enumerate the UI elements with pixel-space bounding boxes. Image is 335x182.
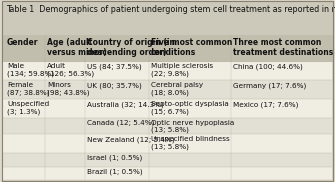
Bar <box>2 35 333 61</box>
Text: Table 1  Demographics of patient undergoing stem cell treatment as reported in n: Table 1 Demographics of patient undergoi… <box>6 5 335 14</box>
Bar <box>3 167 332 180</box>
Text: US (84; 37.5%): US (84; 37.5%) <box>87 63 142 70</box>
Text: Female
(87; 38.8%): Female (87; 38.8%) <box>7 82 50 96</box>
Text: Australia (32; 14.3%): Australia (32; 14.3%) <box>87 101 164 108</box>
Text: Multiple sclerosis
(22; 9.8%): Multiple sclerosis (22; 9.8%) <box>151 63 213 77</box>
Text: Canada (12; 5.4%): Canada (12; 5.4%) <box>87 120 155 126</box>
Text: UK (80; 35.7%): UK (80; 35.7%) <box>87 82 142 89</box>
Text: Israel (1; 0.5%): Israel (1; 0.5%) <box>87 155 143 161</box>
Text: Country of origin (in
descending order): Country of origin (in descending order) <box>87 38 176 57</box>
Text: Three most common
treatment destinations: Three most common treatment destinations <box>233 38 333 57</box>
Text: Minors
(98; 43.8%): Minors (98; 43.8%) <box>47 82 90 96</box>
Text: Age (adult
versus minor): Age (adult versus minor) <box>47 38 107 57</box>
Bar <box>3 153 332 167</box>
Bar <box>3 134 332 153</box>
Text: Five most common
conditions: Five most common conditions <box>151 38 232 57</box>
Text: Germany (17; 7.6%): Germany (17; 7.6%) <box>233 82 307 89</box>
Text: Brazil (1; 0.5%): Brazil (1; 0.5%) <box>87 168 143 175</box>
Text: China (100; 44.6%): China (100; 44.6%) <box>233 63 303 70</box>
Text: Septo-optic dysplasia
(15; 6.7%): Septo-optic dysplasia (15; 6.7%) <box>151 101 229 115</box>
Bar <box>3 61 332 80</box>
Text: Cerebral palsy
(18; 8.0%): Cerebral palsy (18; 8.0%) <box>151 82 203 96</box>
Text: New Zealand (12; 5.4%): New Zealand (12; 5.4%) <box>87 136 175 143</box>
Text: Mexico (17; 7.6%): Mexico (17; 7.6%) <box>233 101 298 108</box>
Bar <box>3 80 332 99</box>
Text: Unspecified blindness
(13; 5.8%): Unspecified blindness (13; 5.8%) <box>151 136 230 150</box>
Bar <box>3 99 332 118</box>
Text: Unspecified
(3; 1.3%): Unspecified (3; 1.3%) <box>7 101 49 115</box>
Text: Optic nerve hypoplasia
(13; 5.8%): Optic nerve hypoplasia (13; 5.8%) <box>151 120 234 133</box>
Text: Male
(134; 59.8%): Male (134; 59.8%) <box>7 63 54 77</box>
Bar <box>3 118 332 134</box>
Text: Adult
(126; 56.3%): Adult (126; 56.3%) <box>47 63 94 77</box>
Bar <box>2 1 333 35</box>
Text: Gender: Gender <box>7 38 39 47</box>
